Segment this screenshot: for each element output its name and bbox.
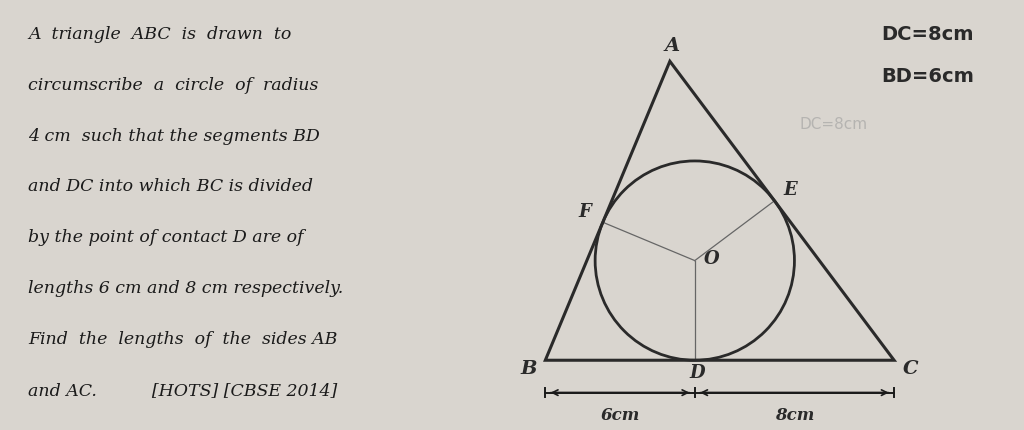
Text: D: D (689, 363, 706, 381)
Text: DC=8cm: DC=8cm (800, 117, 867, 132)
Text: and AC.          [HOTS] [CBSE 2014]: and AC. [HOTS] [CBSE 2014] (29, 381, 338, 398)
Text: C: C (903, 359, 919, 377)
Text: circumscribe  a  circle  of  radius: circumscribe a circle of radius (29, 77, 318, 93)
Text: DC=8cm: DC=8cm (882, 25, 974, 44)
Text: BD=6cm: BD=6cm (882, 67, 975, 86)
Text: O: O (703, 249, 719, 267)
Text: Find  the  lengths  of  the  sides AB: Find the lengths of the sides AB (29, 330, 338, 347)
Text: 8cm: 8cm (775, 406, 814, 424)
Text: 6cm: 6cm (600, 406, 640, 424)
Text: A: A (665, 37, 680, 55)
Text: B: B (520, 359, 537, 377)
Text: A  triangle  ABC  is  drawn  to: A triangle ABC is drawn to (29, 26, 292, 43)
Text: E: E (783, 181, 797, 199)
Text: 4 cm  such that the segments BD: 4 cm such that the segments BD (29, 127, 321, 144)
Text: by the point of contact D are of: by the point of contact D are of (29, 229, 304, 246)
Text: F: F (579, 202, 592, 220)
Text: lengths 6 cm and 8 cm respectively.: lengths 6 cm and 8 cm respectively. (29, 280, 343, 296)
Text: and DC into which BC is divided: and DC into which BC is divided (29, 178, 313, 195)
